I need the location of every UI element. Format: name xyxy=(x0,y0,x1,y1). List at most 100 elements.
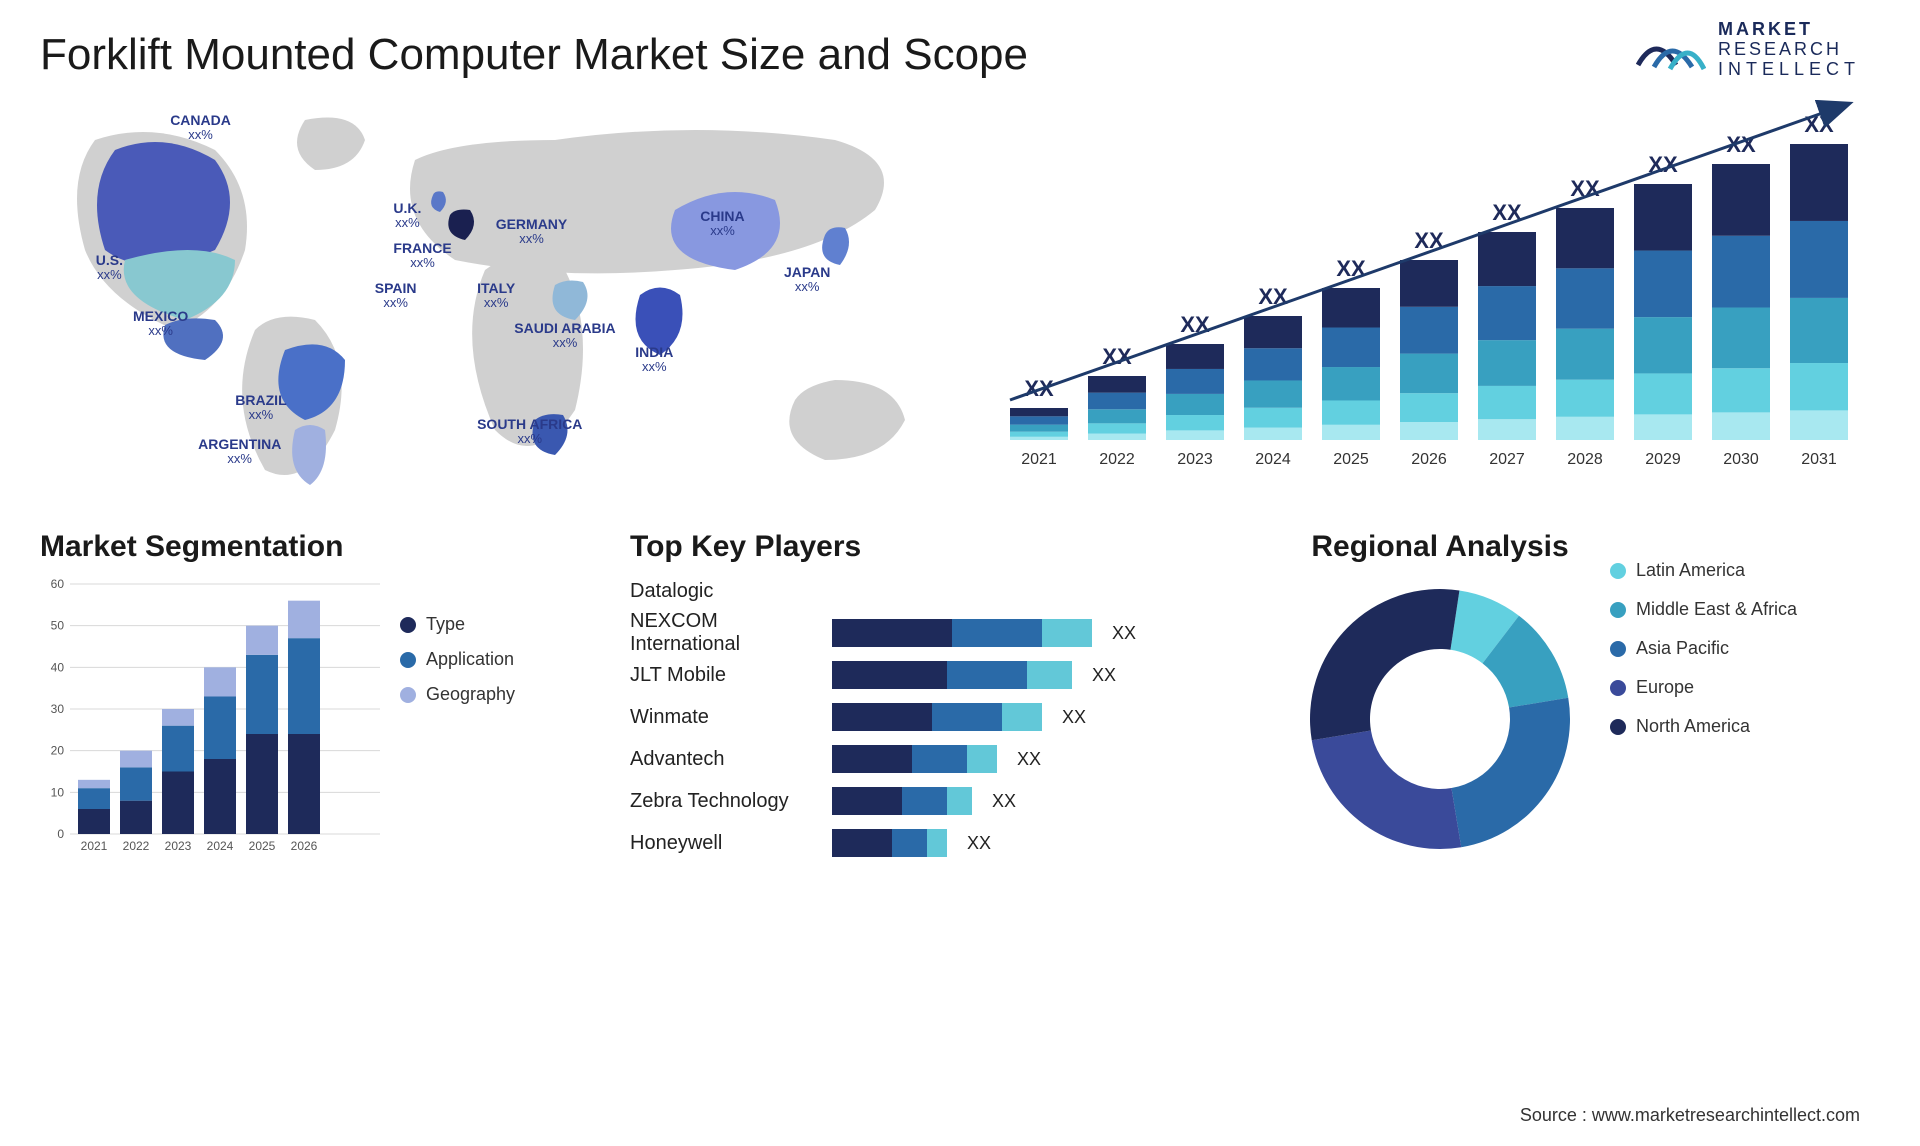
segmentation-chart: 0 10 20 30 40 50 60 2021 2022 2023 2024 2025 2026 xyxy=(40,574,380,864)
player-value: XX xyxy=(992,791,1016,812)
map-label-mexico: MEXICOxx% xyxy=(133,308,188,339)
legend-dot-icon xyxy=(1610,680,1626,696)
map-label-india: INDIAxx% xyxy=(635,344,673,375)
regional-legend: Latin AmericaMiddle East & AfricaAsia Pa… xyxy=(1610,530,1797,870)
logo-swoosh-icon xyxy=(1636,25,1706,75)
segmentation-panel: Market Segmentation 0 10 20 30 40 50 60 2021 202… xyxy=(40,530,600,870)
player-row: Zebra Technology XX xyxy=(630,784,1270,818)
legend-label: Type xyxy=(426,614,465,635)
map-label-canada: CANADAxx% xyxy=(170,112,231,143)
player-bar xyxy=(832,787,972,815)
segmentation-legend-item: Geography xyxy=(400,684,560,705)
svg-text:XX: XX xyxy=(1258,284,1288,309)
svg-text:2023: 2023 xyxy=(1177,451,1213,468)
player-value: XX xyxy=(967,833,991,854)
player-name: Honeywell xyxy=(630,832,820,855)
map-label-france: FRANCExx% xyxy=(393,240,451,271)
legend-label: Latin America xyxy=(1636,560,1745,581)
svg-text:10: 10 xyxy=(51,785,65,799)
source-attribution: Source : www.marketresearchintellect.com xyxy=(1520,1105,1860,1126)
player-row: Winmate XX xyxy=(630,700,1270,734)
regional-legend-item: Europe xyxy=(1610,677,1797,698)
regional-legend-item: Latin America xyxy=(1610,560,1797,581)
svg-text:2023: 2023 xyxy=(165,839,192,853)
svg-text:50: 50 xyxy=(51,619,65,633)
svg-text:30: 30 xyxy=(51,702,65,716)
donut-segment xyxy=(1310,589,1459,740)
map-label-china: CHINAxx% xyxy=(700,208,744,239)
map-label-saudi-arabia: SAUDI ARABIAxx% xyxy=(514,320,615,351)
regional-donut-chart xyxy=(1300,574,1580,854)
map-label-u.k.: U.K.xx% xyxy=(393,200,421,231)
legend-dot-icon xyxy=(400,687,416,703)
logo-line1: MARKET xyxy=(1718,20,1860,40)
players-panel: Top Key Players Datalogic NEXCOM Internat… xyxy=(630,530,1270,870)
donut-segment xyxy=(1451,698,1570,847)
svg-text:2024: 2024 xyxy=(1255,451,1291,468)
svg-text:20: 20 xyxy=(51,744,65,758)
player-name: Datalogic xyxy=(630,580,820,603)
segmentation-legend: Type Application Geography xyxy=(400,574,560,864)
svg-text:60: 60 xyxy=(51,577,65,591)
player-row: NEXCOM InternationalXX xyxy=(630,616,1270,650)
regional-panel: Regional Analysis Latin America Middle Ea… xyxy=(1300,530,1880,870)
player-value: XX xyxy=(1062,707,1086,728)
players-title: Top Key Players xyxy=(630,530,1270,564)
svg-text:2021: 2021 xyxy=(1021,451,1057,468)
map-label-u.s.: U.S.xx% xyxy=(96,252,123,283)
legend-dot-icon xyxy=(1610,719,1626,735)
brand-logo: MARKET RESEARCH INTELLECT xyxy=(1636,20,1860,79)
player-value: XX xyxy=(1017,749,1041,770)
legend-label: Middle East & Africa xyxy=(1636,599,1797,620)
player-value: XX xyxy=(1092,665,1116,686)
regional-legend-item: North America xyxy=(1610,716,1797,737)
svg-text:2022: 2022 xyxy=(123,839,150,853)
map-label-italy: ITALYxx% xyxy=(477,280,515,311)
player-row: Honeywell XX xyxy=(630,826,1270,860)
player-bar xyxy=(832,661,1072,689)
svg-text:2030: 2030 xyxy=(1723,451,1759,468)
player-bar xyxy=(832,829,947,857)
player-name: JLT Mobile xyxy=(630,664,820,687)
svg-text:2025: 2025 xyxy=(249,839,276,853)
player-value: XX xyxy=(1112,623,1136,644)
legend-dot-icon xyxy=(1610,641,1626,657)
svg-text:2026: 2026 xyxy=(291,839,318,853)
svg-text:2029: 2029 xyxy=(1645,451,1681,468)
svg-text:0: 0 xyxy=(57,827,64,841)
map-label-brazil: BRAZILxx% xyxy=(235,392,286,423)
svg-text:2025: 2025 xyxy=(1333,451,1369,468)
svg-text:2024: 2024 xyxy=(207,839,234,853)
player-bar xyxy=(832,619,1092,647)
legend-dot-icon xyxy=(400,652,416,668)
svg-text:40: 40 xyxy=(51,660,65,674)
svg-text:2028: 2028 xyxy=(1567,451,1603,468)
donut-segment xyxy=(1312,730,1461,849)
map-label-germany: GERMANYxx% xyxy=(496,216,568,247)
player-row: AdvantechXX xyxy=(630,742,1270,776)
svg-text:2026: 2026 xyxy=(1411,451,1447,468)
logo-line3: INTELLECT xyxy=(1718,60,1860,80)
map-label-spain: SPAINxx% xyxy=(375,280,417,311)
canada-region xyxy=(97,142,230,265)
player-name: Winmate xyxy=(630,706,820,729)
segmentation-title: Market Segmentation xyxy=(40,530,600,564)
player-row: JLT Mobile XX xyxy=(630,658,1270,692)
logo-line2: RESEARCH xyxy=(1718,40,1860,60)
player-row: Datalogic xyxy=(630,574,1270,608)
page-title: Forklift Mounted Computer Market Size an… xyxy=(40,30,1880,80)
regional-title: Regional Analysis xyxy=(1300,530,1580,564)
player-bar xyxy=(832,745,997,773)
legend-label: Europe xyxy=(1636,677,1694,698)
svg-text:2022: 2022 xyxy=(1099,451,1135,468)
map-label-argentina: ARGENTINAxx% xyxy=(198,436,281,467)
player-name: Zebra Technology xyxy=(630,790,820,813)
legend-label: Geography xyxy=(426,684,515,705)
world-map: CANADAxx% U.S.xx% MEXICOxx% BRAZILxx% ARGENT… xyxy=(40,100,970,500)
regional-legend-item: Middle East & Africa xyxy=(1610,599,1797,620)
legend-label: Application xyxy=(426,649,514,670)
player-name: NEXCOM International xyxy=(630,610,820,656)
svg-text:2027: 2027 xyxy=(1489,451,1525,468)
svg-text:2021: 2021 xyxy=(81,839,108,853)
segmentation-legend-item: Application xyxy=(400,649,560,670)
